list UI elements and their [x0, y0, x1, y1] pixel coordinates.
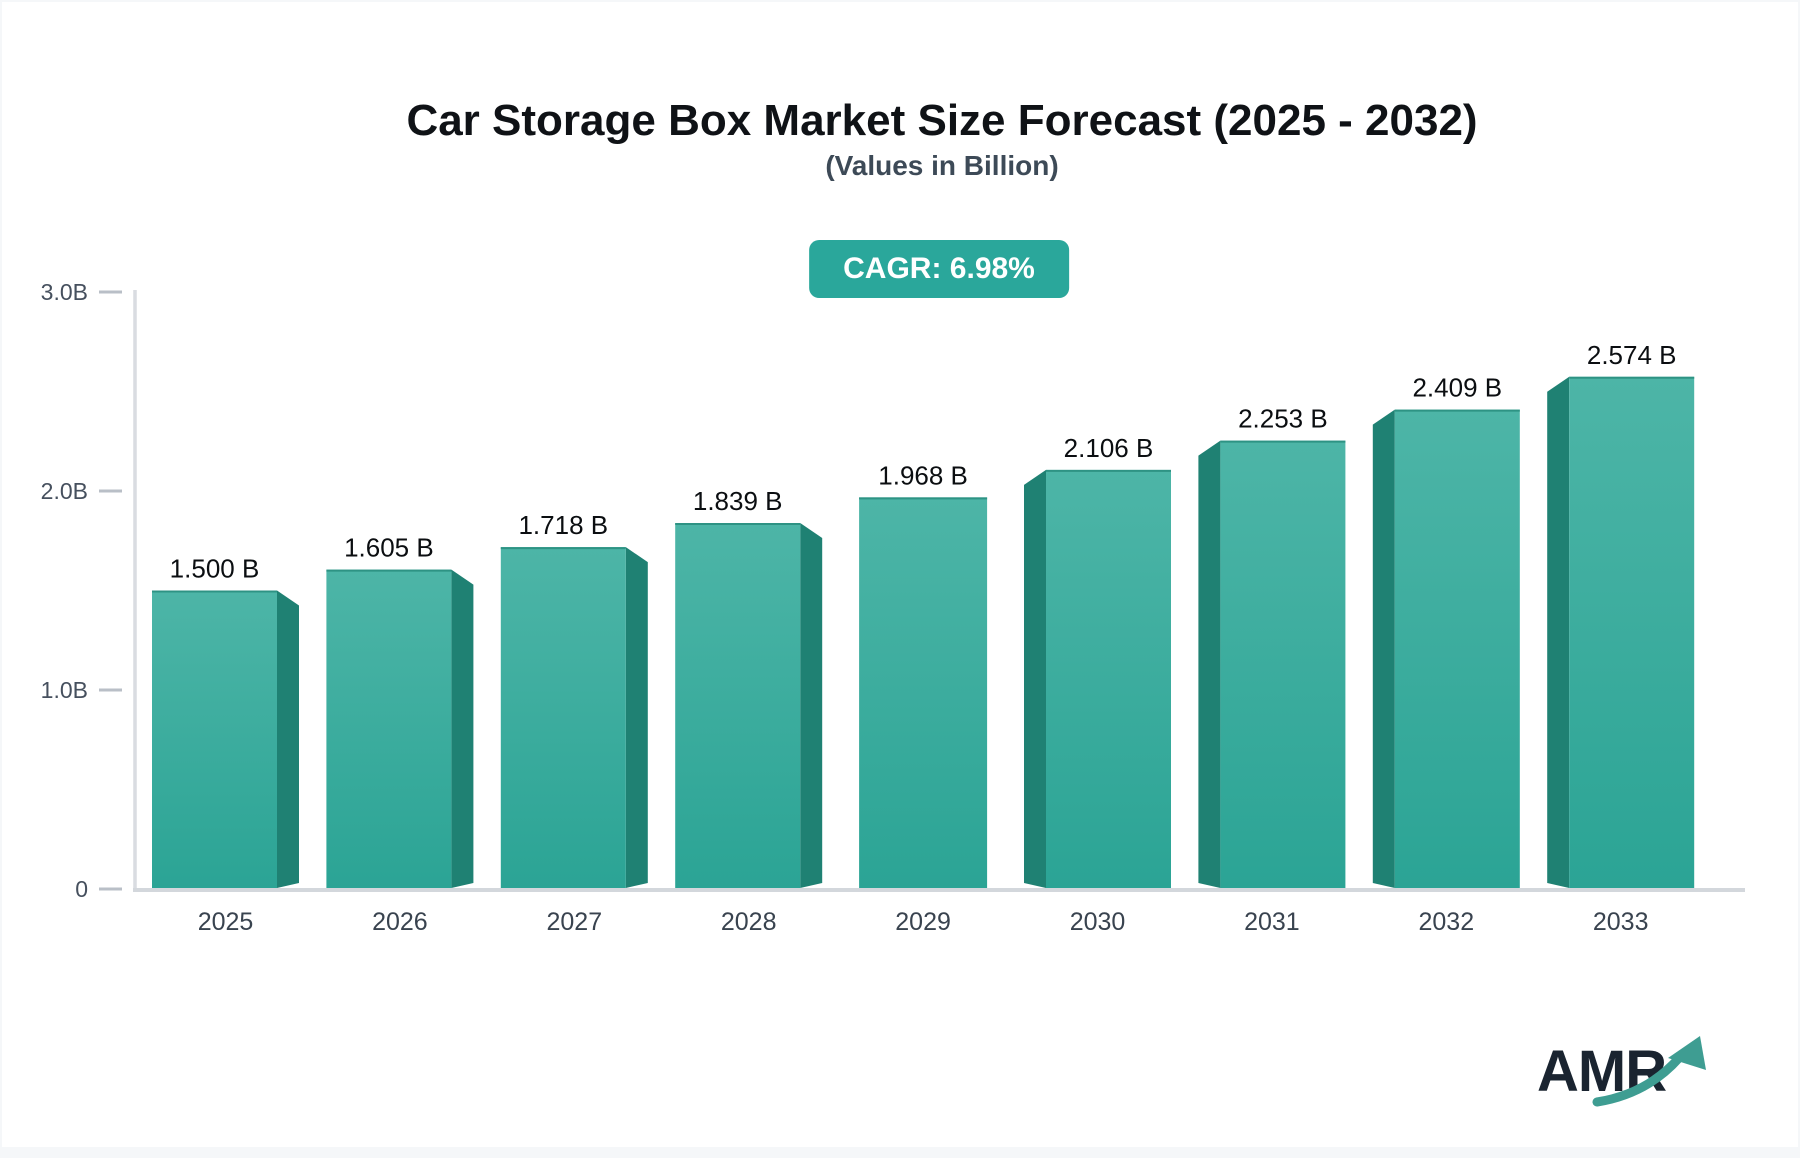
x-axis-label-2025: 2025: [198, 908, 254, 936]
bar-face-2029: [859, 497, 988, 888]
bar-value-label-2025: 1.500 B: [170, 554, 260, 584]
bar-face-2032: [1394, 409, 1520, 888]
chart-subtitle: (Values in Billion): [825, 150, 1059, 181]
bar-face-2030: [1046, 469, 1171, 888]
bar-value-label-2033: 2.574 B: [1587, 340, 1677, 370]
bar-2029: 1.968 B 2029: [859, 460, 988, 936]
bar-value-label-2026: 1.605 B: [344, 533, 434, 563]
bar-face-2025: [152, 590, 277, 888]
bar-2028: 1.839 B 2028: [675, 486, 823, 936]
bar-side-2030: [1024, 469, 1046, 888]
bar-side-2028: [800, 523, 823, 888]
bar-2027: 1.718 B 2027: [500, 510, 648, 936]
bar-2032: 2.409 B 2032: [1372, 373, 1520, 936]
bar-side-2025: [277, 590, 299, 888]
bar-side-2027: [625, 547, 648, 888]
bar-side-2032: [1372, 409, 1395, 888]
arrow-head: [1668, 1036, 1706, 1070]
cagr-badge: CAGR: 6.98%: [809, 240, 1069, 298]
bar-face-2031: [1220, 440, 1346, 888]
bar-value-label-2027: 1.718 B: [518, 510, 608, 540]
bar-side-2031: [1198, 440, 1221, 888]
bar-2025: 1.500 B 2025: [152, 554, 299, 936]
bar-value-label-2031: 2.253 B: [1238, 404, 1328, 434]
bar-2030: 2.106 B 2030: [1024, 433, 1171, 936]
x-axis-label-2026: 2026: [372, 908, 428, 936]
x-axis-label-2033: 2033: [1593, 908, 1649, 936]
y-tick-label-2.0B: 2.0B: [41, 478, 88, 504]
amr-logo: AMR: [1532, 1030, 1732, 1120]
bar-face-2028: [675, 523, 801, 888]
bar-2033: 2.574 B 2033: [1547, 340, 1695, 936]
amr-logo-text: AMR: [1537, 1039, 1667, 1104]
bar-value-label-2030: 2.106 B: [1064, 433, 1154, 463]
bar-value-label-2028: 1.839 B: [693, 486, 783, 516]
y-tick-label-3.0B: 3.0B: [41, 279, 88, 305]
bar-side-2026: [451, 569, 474, 888]
bar-2031: 2.253 B 2031: [1198, 404, 1346, 936]
bar-value-label-2032: 2.409 B: [1412, 373, 1502, 403]
y-tick-label-0: 0: [75, 876, 88, 902]
bar-face-2027: [500, 547, 626, 888]
x-axis-label-2028: 2028: [721, 908, 777, 936]
bar-value-label-2029: 1.968 B: [878, 460, 968, 490]
x-axis-label-2029: 2029: [895, 908, 951, 936]
bar-face-2026: [326, 569, 452, 888]
x-axis-label-2032: 2032: [1418, 908, 1474, 936]
x-axis-label-2031: 2031: [1244, 908, 1300, 936]
x-axis-label-2030: 2030: [1070, 908, 1126, 936]
bar-side-2033: [1547, 376, 1570, 888]
bar-2026: 1.605 B 2026: [326, 533, 474, 936]
x-axis-label-2027: 2027: [546, 908, 602, 936]
chart-title: Car Storage Box Market Size Forecast (20…: [406, 96, 1478, 145]
y-tick-label-1.0B: 1.0B: [41, 677, 88, 703]
arrow-swoosh: [1592, 1053, 1684, 1107]
bar-face-2033: [1569, 376, 1695, 888]
growth-arrow-icon: [1592, 1036, 1706, 1107]
